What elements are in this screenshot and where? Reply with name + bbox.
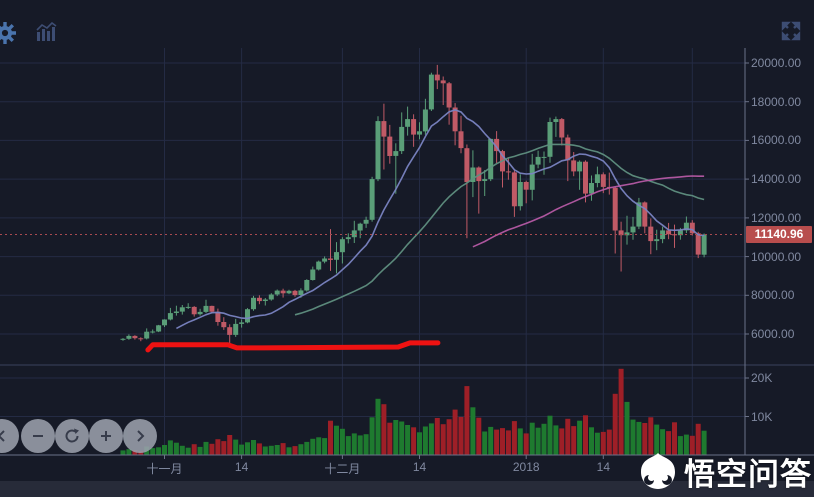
time-axis-label: 2018	[512, 460, 540, 474]
chevron-left-icon	[0, 430, 5, 442]
price-axis-label: 14000.00	[751, 172, 802, 187]
price-axis-label: 20000.00	[751, 56, 802, 70]
indicators-chart-icon[interactable]	[36, 22, 58, 42]
minus-icon	[33, 435, 43, 437]
time-axis-label: 十一月	[146, 462, 183, 476]
settings-gear-icon[interactable]	[0, 20, 18, 46]
watermark: 悟空问答	[638, 449, 812, 493]
time-axis-label: 14	[234, 460, 249, 474]
wukong-logo-icon	[641, 453, 675, 489]
fullscreen-icon[interactable]	[780, 20, 802, 42]
nav-reset-view-button[interactable]	[55, 419, 89, 453]
nav-zoom-in-button[interactable]	[89, 419, 123, 453]
price-axis-label: 6000.00	[751, 327, 795, 341]
reset-arrow-icon	[65, 428, 79, 443]
nav-pan-left-button[interactable]	[0, 419, 19, 453]
price-axis-label: 8000.00	[751, 288, 795, 303]
plus-icon	[101, 431, 111, 441]
volume-axis-label: 10K	[751, 409, 773, 424]
nav-zoom-out-button[interactable]	[21, 419, 55, 453]
time-axis-label: 14	[412, 460, 427, 474]
time-axis-label: 14	[596, 460, 611, 474]
price-axis-label: 18000.00	[751, 94, 802, 109]
price-axis-label: 12000.00	[751, 210, 802, 225]
price-axis-label: 16000.00	[751, 133, 802, 148]
time-axis-label: 十二月	[324, 462, 361, 476]
bottom-strip	[0, 481, 814, 497]
volume-axis-label: 20K	[751, 371, 773, 385]
nav-pan-right-button[interactable]	[123, 419, 157, 453]
watermark-text: 悟空问答	[684, 456, 812, 492]
price-axis-label: 10000.00	[751, 249, 802, 264]
chevron-right-icon	[137, 430, 145, 442]
last-price-badge: 11140.96	[746, 225, 812, 243]
